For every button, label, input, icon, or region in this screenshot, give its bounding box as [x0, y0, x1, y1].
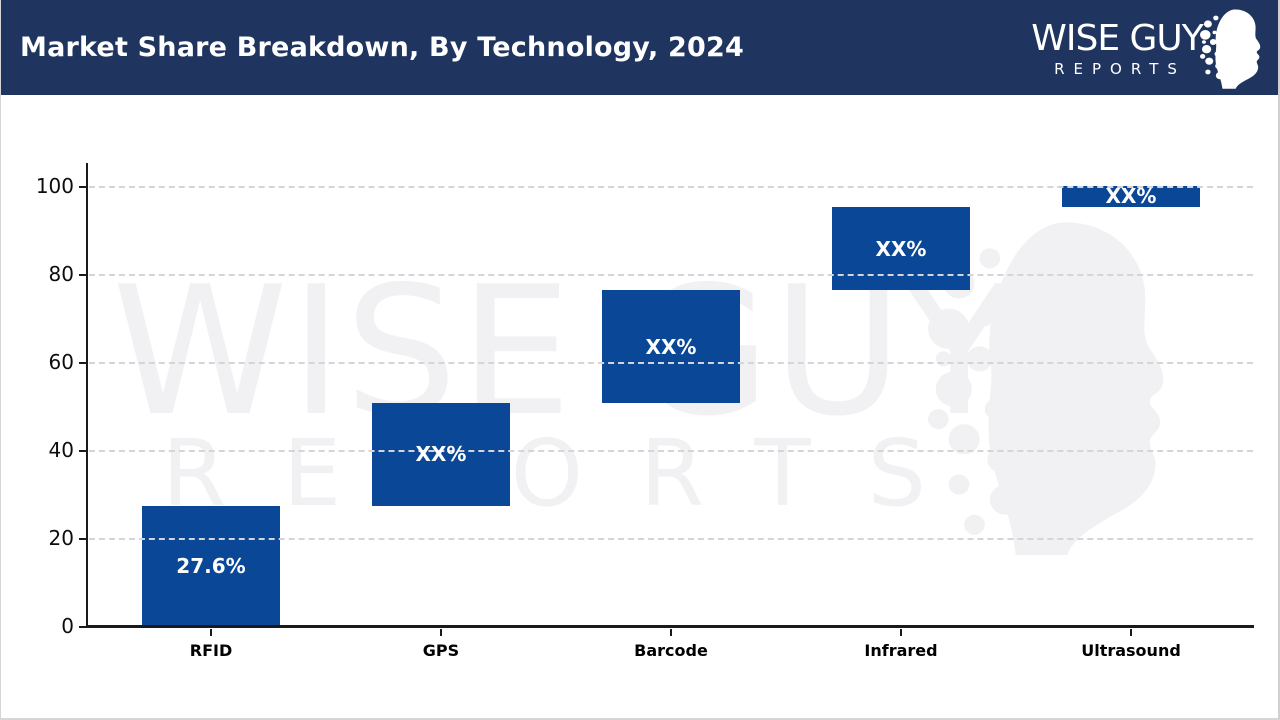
x-tick-infrared: [900, 629, 902, 636]
bar-value-label-infrared: XX%: [875, 236, 927, 261]
chart-title: Market Share Breakdown, By Technology, 2…: [20, 32, 745, 63]
gridline-100: [89, 186, 1253, 188]
y-axis-line: [86, 163, 88, 628]
bar-ultrasound: [1062, 185, 1200, 207]
bar-rfid: [142, 505, 280, 627]
gridline-40: [89, 450, 1253, 452]
x-tick-label-infrared: Infrared: [864, 641, 938, 660]
x-tick-rfid: [210, 629, 212, 636]
gridline-80: [89, 274, 1253, 276]
y-tick-label-80: 80: [48, 262, 74, 286]
bar-value-label-ultrasound: XX%: [1105, 184, 1157, 209]
bar-infrared: [832, 206, 970, 291]
watermark-subtitle: REPORTS: [162, 420, 984, 527]
bar-value-label-gps: XX%: [415, 442, 467, 467]
header: Market Share Breakdown, By Technology, 2…: [0, 0, 1280, 95]
logo-wordmark: WISE GUY: [1031, 18, 1204, 59]
x-tick-label-gps: GPS: [422, 641, 460, 660]
y-tick-0: [79, 626, 87, 628]
y-tick-label-0: 0: [61, 614, 74, 638]
y-tick-80: [79, 274, 87, 276]
logo-head-icon: [1200, 9, 1261, 89]
x-tick-gps: [440, 629, 442, 636]
x-tick-label-rfid: RFID: [189, 641, 233, 660]
x-tick-label-ultrasound: Ultrasound: [1081, 641, 1181, 660]
y-tick-label-40: 40: [48, 438, 74, 462]
gridline-20: [89, 538, 1253, 540]
bar-gps: [372, 402, 510, 506]
gridline-60: [89, 362, 1253, 364]
x-tick-ultrasound: [1130, 629, 1132, 636]
x-tick-label-barcode: Barcode: [634, 641, 708, 660]
y-tick-label-20: 20: [48, 526, 74, 550]
x-tick-barcode: [670, 629, 672, 636]
wise-guy-logo: WISE GUY REPORTS: [1028, 6, 1266, 90]
y-tick-20: [79, 538, 87, 540]
logo-text: WISE GUY REPORTS: [1028, 18, 1206, 79]
x-axis-line: [86, 625, 1254, 628]
y-tick-60: [79, 362, 87, 364]
logo-subtitle: REPORTS: [1054, 60, 1186, 78]
bar-value-label-rfid: 27.6%: [176, 554, 246, 579]
y-tick-label-60: 60: [48, 350, 74, 374]
y-tick-100: [79, 186, 87, 188]
bar-barcode: [602, 290, 740, 403]
bar-value-label-barcode: XX%: [645, 334, 697, 359]
y-tick-40: [79, 450, 87, 452]
y-tick-label-100: 100: [35, 174, 74, 198]
